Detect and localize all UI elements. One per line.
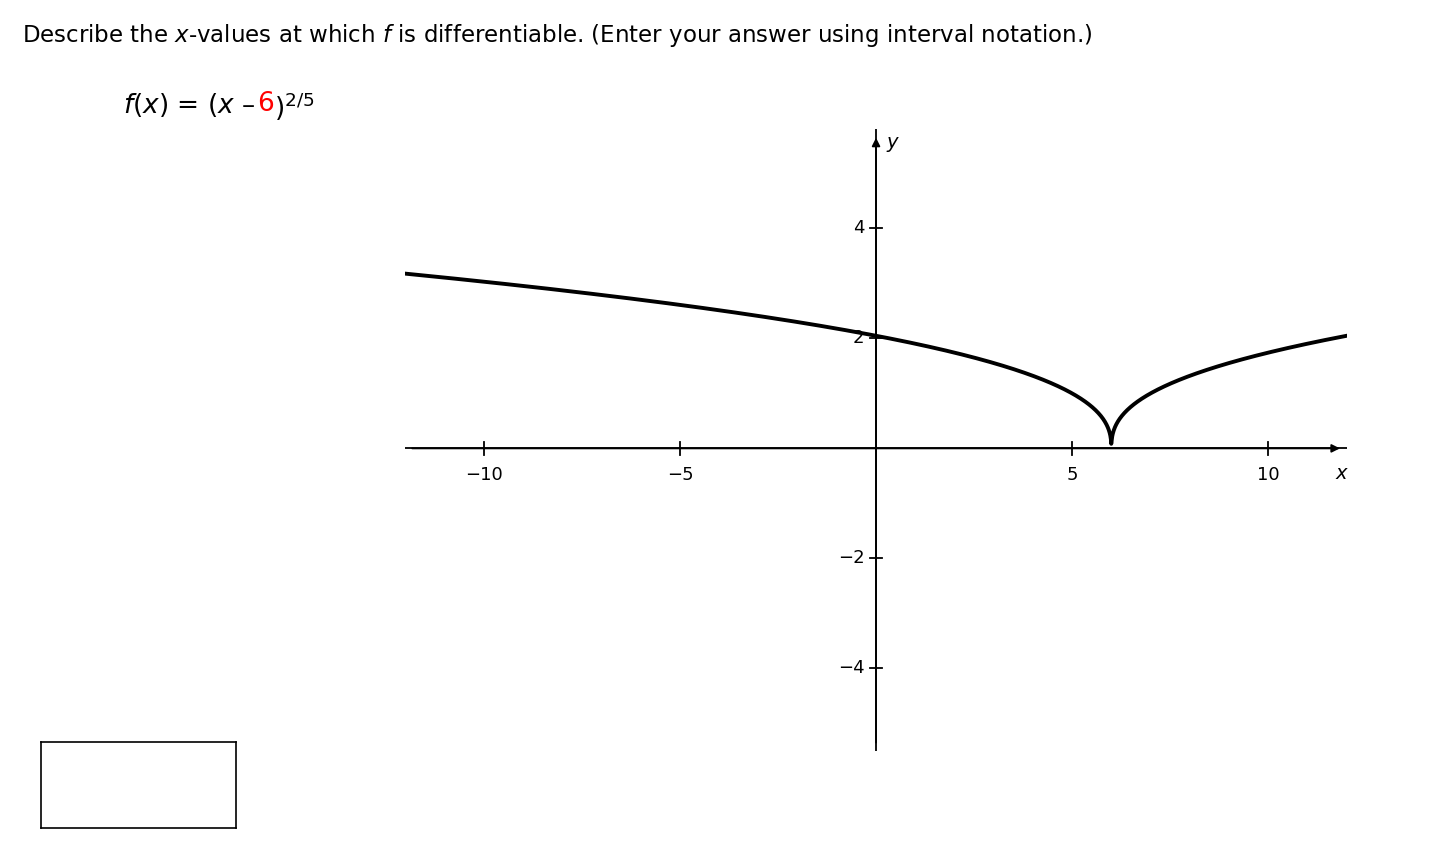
- Text: )$^{2/5}$: )$^{2/5}$: [274, 91, 314, 123]
- Text: 5: 5: [1066, 466, 1077, 484]
- Text: −4: −4: [837, 659, 864, 677]
- Text: −10: −10: [465, 466, 502, 484]
- Text: 10: 10: [1257, 466, 1280, 484]
- Text: Describe the $x$-values at which $f$ is differentiable. (Enter your answer using: Describe the $x$-values at which $f$ is …: [22, 22, 1092, 48]
- Text: 4: 4: [853, 219, 864, 237]
- Text: $x$: $x$: [1335, 463, 1350, 482]
- Text: $y$: $y$: [886, 135, 901, 154]
- Text: 2: 2: [853, 330, 864, 348]
- Text: 6: 6: [256, 91, 274, 117]
- Text: −2: −2: [837, 550, 864, 567]
- Text: −5: −5: [666, 466, 694, 484]
- Text: $f$($x$) = ($x$ –: $f$($x$) = ($x$ –: [123, 91, 256, 118]
